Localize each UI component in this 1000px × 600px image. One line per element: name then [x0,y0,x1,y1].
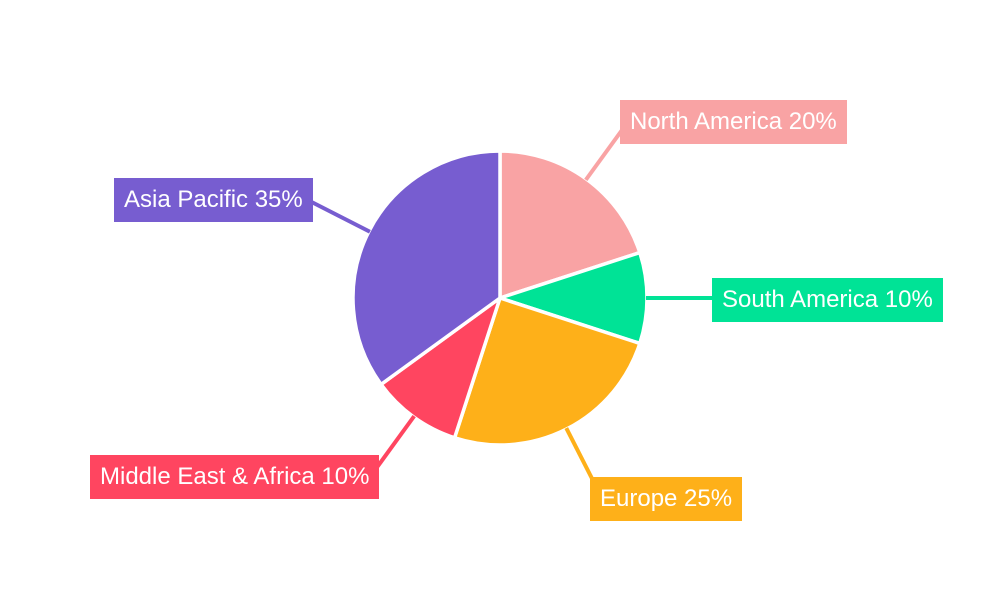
label-south-america: South America 10% [712,278,943,322]
label-middle-east-africa: Middle East & Africa 10% [90,455,380,499]
leader-line-north-america [584,125,627,182]
leader-line-middle-east-africa [373,414,416,471]
label-asia-pacific: Asia Pacific 35% [114,178,313,222]
label-north-america: North America 20% [620,100,847,144]
label-europe: Europe 25% [590,477,743,521]
leader-line-asia-pacific [310,199,371,234]
